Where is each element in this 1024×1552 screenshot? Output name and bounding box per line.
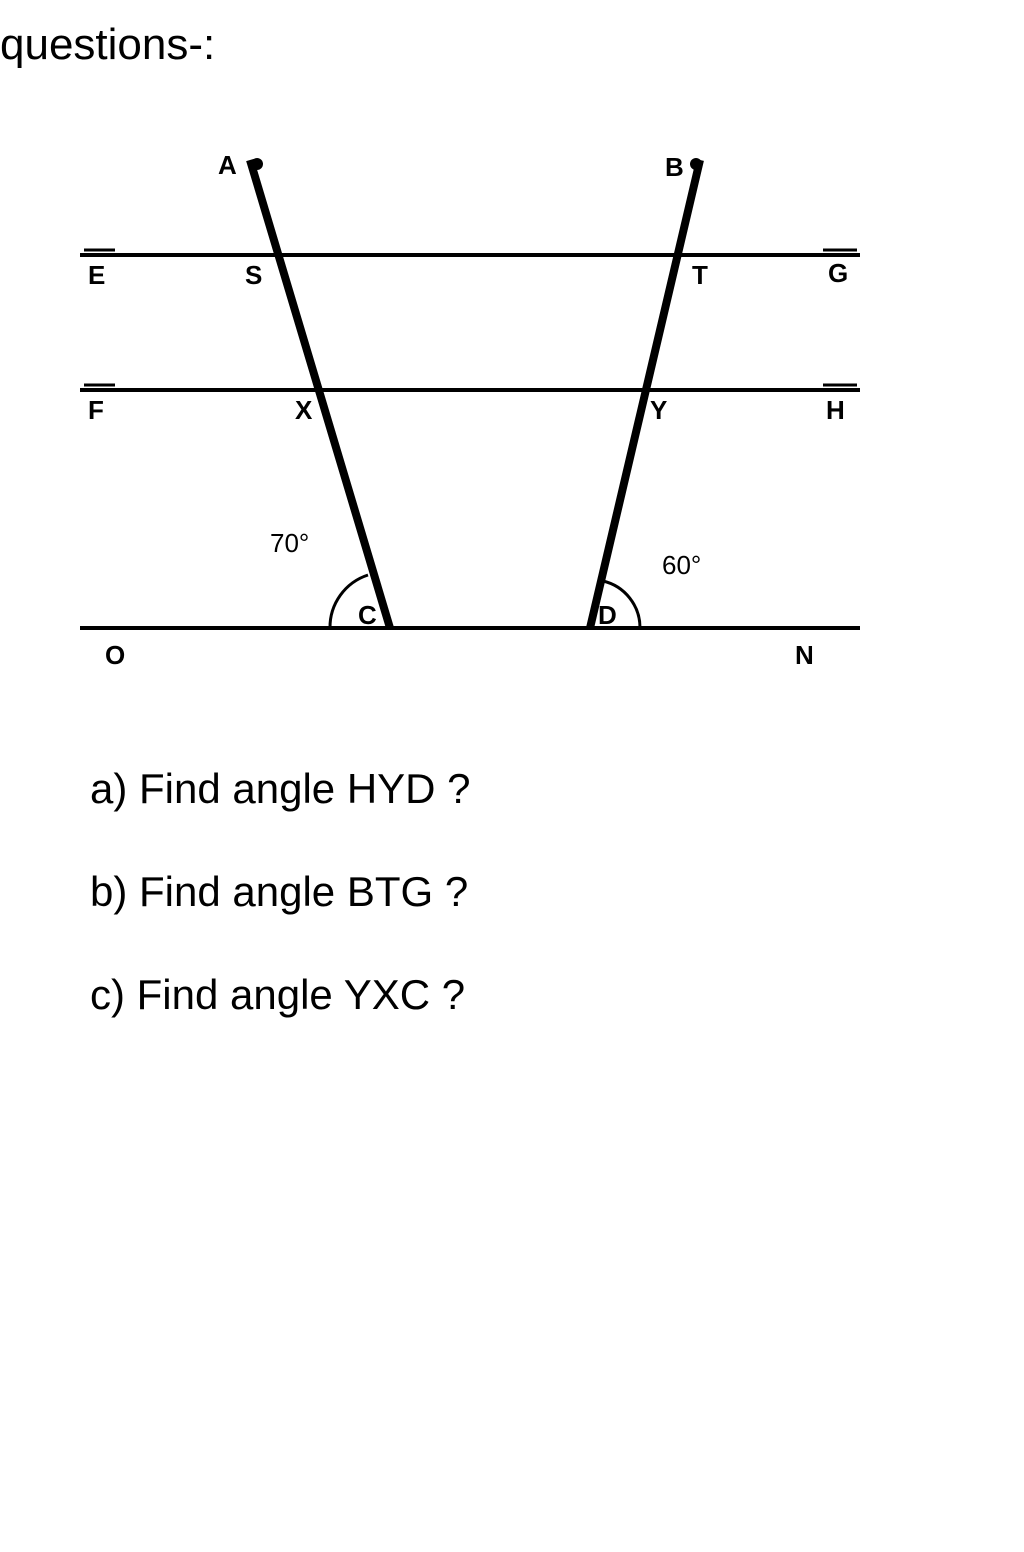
angle-label-70: 70° — [270, 528, 309, 559]
label-G: G — [828, 258, 848, 289]
label-T: T — [692, 260, 708, 291]
label-D: D — [598, 600, 617, 631]
point-B — [690, 158, 702, 170]
point-A — [251, 158, 263, 170]
label-Y: Y — [650, 395, 667, 426]
label-C: C — [358, 600, 377, 631]
question-a: a) Find angle HYD ? — [90, 765, 1024, 813]
label-B: B — [665, 152, 684, 183]
label-E: E — [88, 260, 105, 291]
label-N: N — [795, 640, 814, 671]
label-F: F — [88, 395, 104, 426]
angle-label-60: 60° — [662, 550, 701, 581]
question-c: c) Find angle YXC ? — [90, 971, 1024, 1019]
diagram-svg — [60, 150, 880, 710]
label-A: A — [218, 150, 237, 181]
question-b: b) Find angle BTG ? — [90, 868, 1024, 916]
label-H: H — [826, 395, 845, 426]
label-X: X — [295, 395, 312, 426]
geometry-diagram: A B E S T G F X Y H C D O N 70° 60° — [60, 150, 880, 710]
questions-list: a) Find angle HYD ? b) Find angle BTG ? … — [90, 765, 1024, 1019]
label-S: S — [245, 260, 262, 291]
label-O: O — [105, 640, 125, 671]
heading: questions-: — [0, 20, 1024, 70]
